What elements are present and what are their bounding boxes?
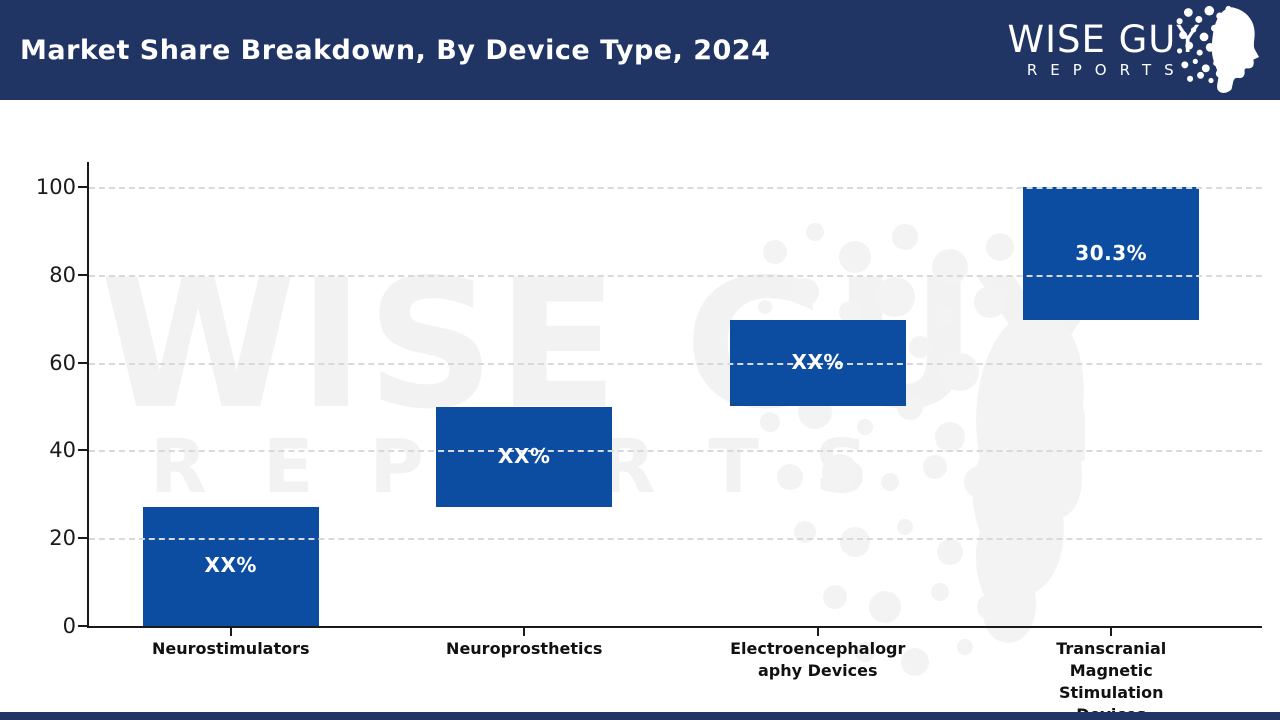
- x-tick-mark: [229, 628, 232, 636]
- category-label: Electroencephalogr aphy Devices: [730, 639, 906, 680]
- bar-value-label: XX%: [204, 553, 257, 578]
- y-tick-mark: [78, 625, 87, 627]
- x-axis-line: [87, 626, 1262, 628]
- chart-area: WISE GUY REPORTS: [0, 100, 1280, 712]
- footer-bar: [0, 712, 1280, 720]
- watermark-wordmark: WISE GUY: [100, 241, 1110, 448]
- y-tick-label: 60: [49, 350, 76, 375]
- bar: [142, 506, 319, 626]
- grid-line: [89, 362, 1262, 365]
- grid-line: [89, 187, 1262, 189]
- category-label: TranscranialMagneticStimulationDevices: [1056, 639, 1167, 712]
- bar: [1023, 187, 1200, 321]
- category-label: Neuroprosthetics: [446, 639, 603, 658]
- y-tick-mark: [78, 186, 87, 188]
- y-tick-mark: [78, 273, 87, 276]
- y-tick-mark: [78, 449, 87, 452]
- grid-line: [89, 274, 1262, 277]
- y-tick-label: 0: [62, 614, 76, 638]
- bar: [436, 406, 613, 507]
- brand-logo: WISE GUY REPORTS: [1008, 0, 1270, 100]
- bar-value-label: XX%: [791, 350, 844, 375]
- x-tick-mark: [816, 628, 819, 636]
- logo-wordmark-text: WISE GUY: [1007, 18, 1200, 61]
- y-tick-label: 40: [49, 438, 76, 463]
- category-label: Neurostimulators: [151, 639, 310, 658]
- y-tick-mark: [78, 537, 87, 540]
- x-tick-mark: [1110, 628, 1113, 636]
- y-tick-label: 80: [49, 262, 76, 287]
- y-axis-line: [87, 162, 89, 627]
- dotted-head-logo-icon: [1176, 5, 1260, 93]
- grid-line: [89, 450, 1262, 453]
- x-tick-mark: [523, 628, 526, 636]
- y-tick-label: 20: [49, 526, 76, 551]
- y-tick-label: 100: [35, 175, 76, 199]
- y-tick-mark: [78, 361, 87, 364]
- grid-line: [89, 538, 1262, 541]
- header: Market Share Breakdown, By Device Type, …: [0, 0, 1280, 100]
- page-title: Market Share Breakdown, By Device Type, …: [20, 34, 771, 66]
- logo-subtext: REPORTS: [1026, 61, 1187, 79]
- bar-value-label: XX%: [498, 443, 551, 468]
- bar-value-label: 30.3%: [1075, 240, 1148, 265]
- logo-wordmark: WISE GUY REPORTS: [1007, 18, 1200, 80]
